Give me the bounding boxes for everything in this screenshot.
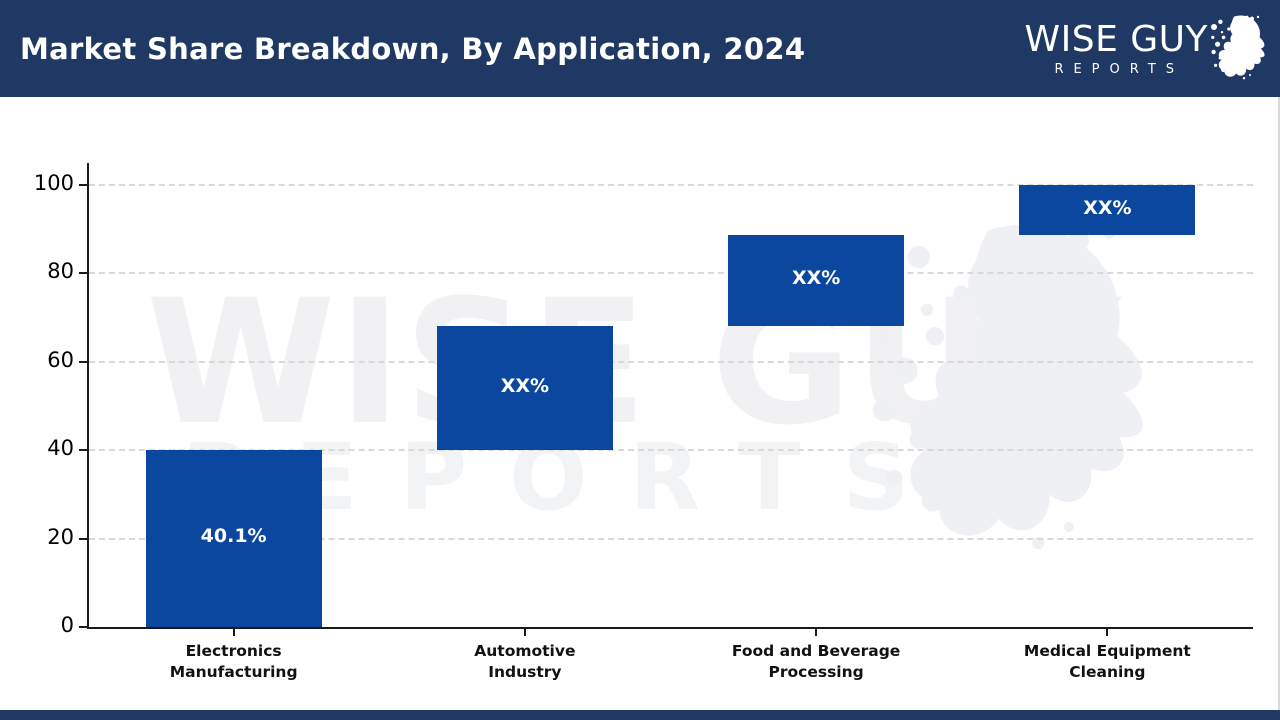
bar-value-label: 40.1% [200, 525, 267, 548]
logo-subtext: REPORTS [1054, 61, 1185, 77]
logo-head-icon [1211, 14, 1265, 79]
y-tick-mark [79, 449, 87, 452]
gridline [89, 184, 1253, 186]
x-tick-mark [523, 629, 526, 636]
y-tick-mark [79, 360, 87, 363]
bar-segment [436, 325, 613, 450]
gridline [89, 360, 1253, 363]
y-tick-label: 80 [47, 259, 74, 284]
bar-value-label: XX% [1083, 197, 1132, 220]
gridline [89, 449, 1253, 452]
gridline [89, 537, 1253, 540]
x-tick-mark [232, 629, 235, 636]
y-tick-mark [79, 537, 87, 540]
gridline [89, 272, 1253, 275]
bar-value-label: XX% [791, 267, 841, 290]
logo-text: WISE GUY REPORTS [1024, 18, 1209, 77]
brand-logo: WISE GUY REPORTS [1025, 13, 1269, 85]
category-label: Medical Equipment Cleaning [1023, 642, 1191, 681]
y-tick-mark [79, 184, 87, 186]
x-axis-line [87, 627, 1253, 629]
x-tick-mark [1106, 629, 1109, 636]
chart-area: 0 20 40 60 80 100 40.1% Electronics Manufacturin… [0, 97, 1280, 710]
y-tick-label: 100 [33, 171, 74, 195]
category-label: Food and Beverage Processing [731, 642, 901, 681]
x-tick-mark [815, 629, 818, 636]
footer-bar [0, 710, 1280, 720]
bar-value-label: XX% [500, 374, 550, 397]
y-axis-line [87, 163, 89, 629]
bar-segment [145, 449, 322, 627]
category-label: Automotive Industry [474, 642, 576, 681]
y-tick-label: 0 [60, 613, 74, 637]
page-title: Market Share Breakdown, By Application, … [20, 31, 806, 66]
y-tick-label: 60 [47, 347, 74, 372]
category-label: Electronics Manufacturing [169, 642, 298, 681]
y-tick-label: 20 [47, 524, 74, 549]
y-tick-mark [79, 272, 87, 275]
logo-wordmark: WISE GUY [1024, 18, 1208, 60]
right-edge-border [1278, 97, 1280, 720]
header: Market Share Breakdown, By Application, … [0, 0, 1280, 97]
y-tick-label: 40 [47, 436, 74, 461]
y-tick-mark [79, 626, 87, 628]
